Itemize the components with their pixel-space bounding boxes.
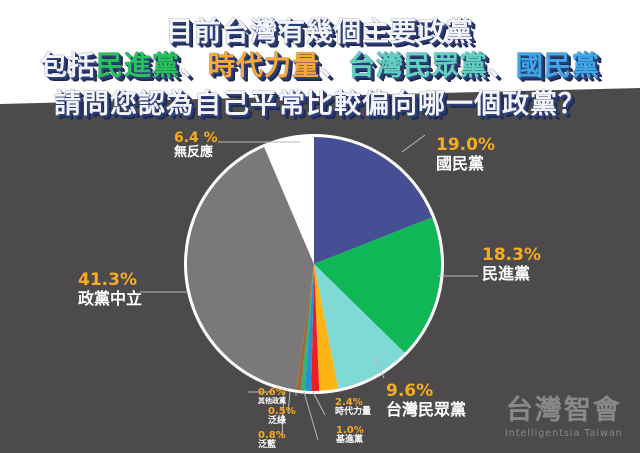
pie-slice <box>300 264 314 391</box>
pie-slice <box>304 264 314 391</box>
label-neutral: 41.3% 政黨中立 <box>78 270 143 308</box>
label-other: 0.6% 其他政黨 <box>258 387 286 405</box>
label-pan-green: 0.5% 泛綠 <box>268 406 296 426</box>
label-kmt: 19.0% 國民黨 <box>436 135 495 173</box>
title-line-2: 包括民進黨、時代力量、台灣民眾黨、國民黨 <box>40 51 600 82</box>
brand-logo: 台灣智會 Intelligentsia Taiwan <box>505 395 623 439</box>
pie-slice <box>314 264 339 391</box>
title-line-1: 目前台灣有幾個主要政黨 <box>166 17 474 48</box>
label-tpp: 9.6% 台灣民眾黨 <box>386 381 467 419</box>
label-pan-blue: 0.8% 泛藍 <box>258 430 286 450</box>
pie-slice <box>186 147 314 390</box>
pie-slice <box>314 217 441 353</box>
pie-slice <box>311 264 320 391</box>
title-line-3: 請問您認為自己平常比較偏向哪一個政黨？ <box>54 89 586 120</box>
label-tsp: 1.0% 基進黨 <box>336 425 364 445</box>
pie-slice <box>264 137 314 264</box>
label-no-response: 6.4 % 無反應 <box>174 130 218 161</box>
pie-slice <box>314 264 405 389</box>
pie-slice <box>296 264 314 391</box>
label-dpp: 18.3% 民進黨 <box>482 245 541 283</box>
label-npp: 2.4% 時代力量 <box>335 397 372 417</box>
pie-slice <box>314 137 433 264</box>
